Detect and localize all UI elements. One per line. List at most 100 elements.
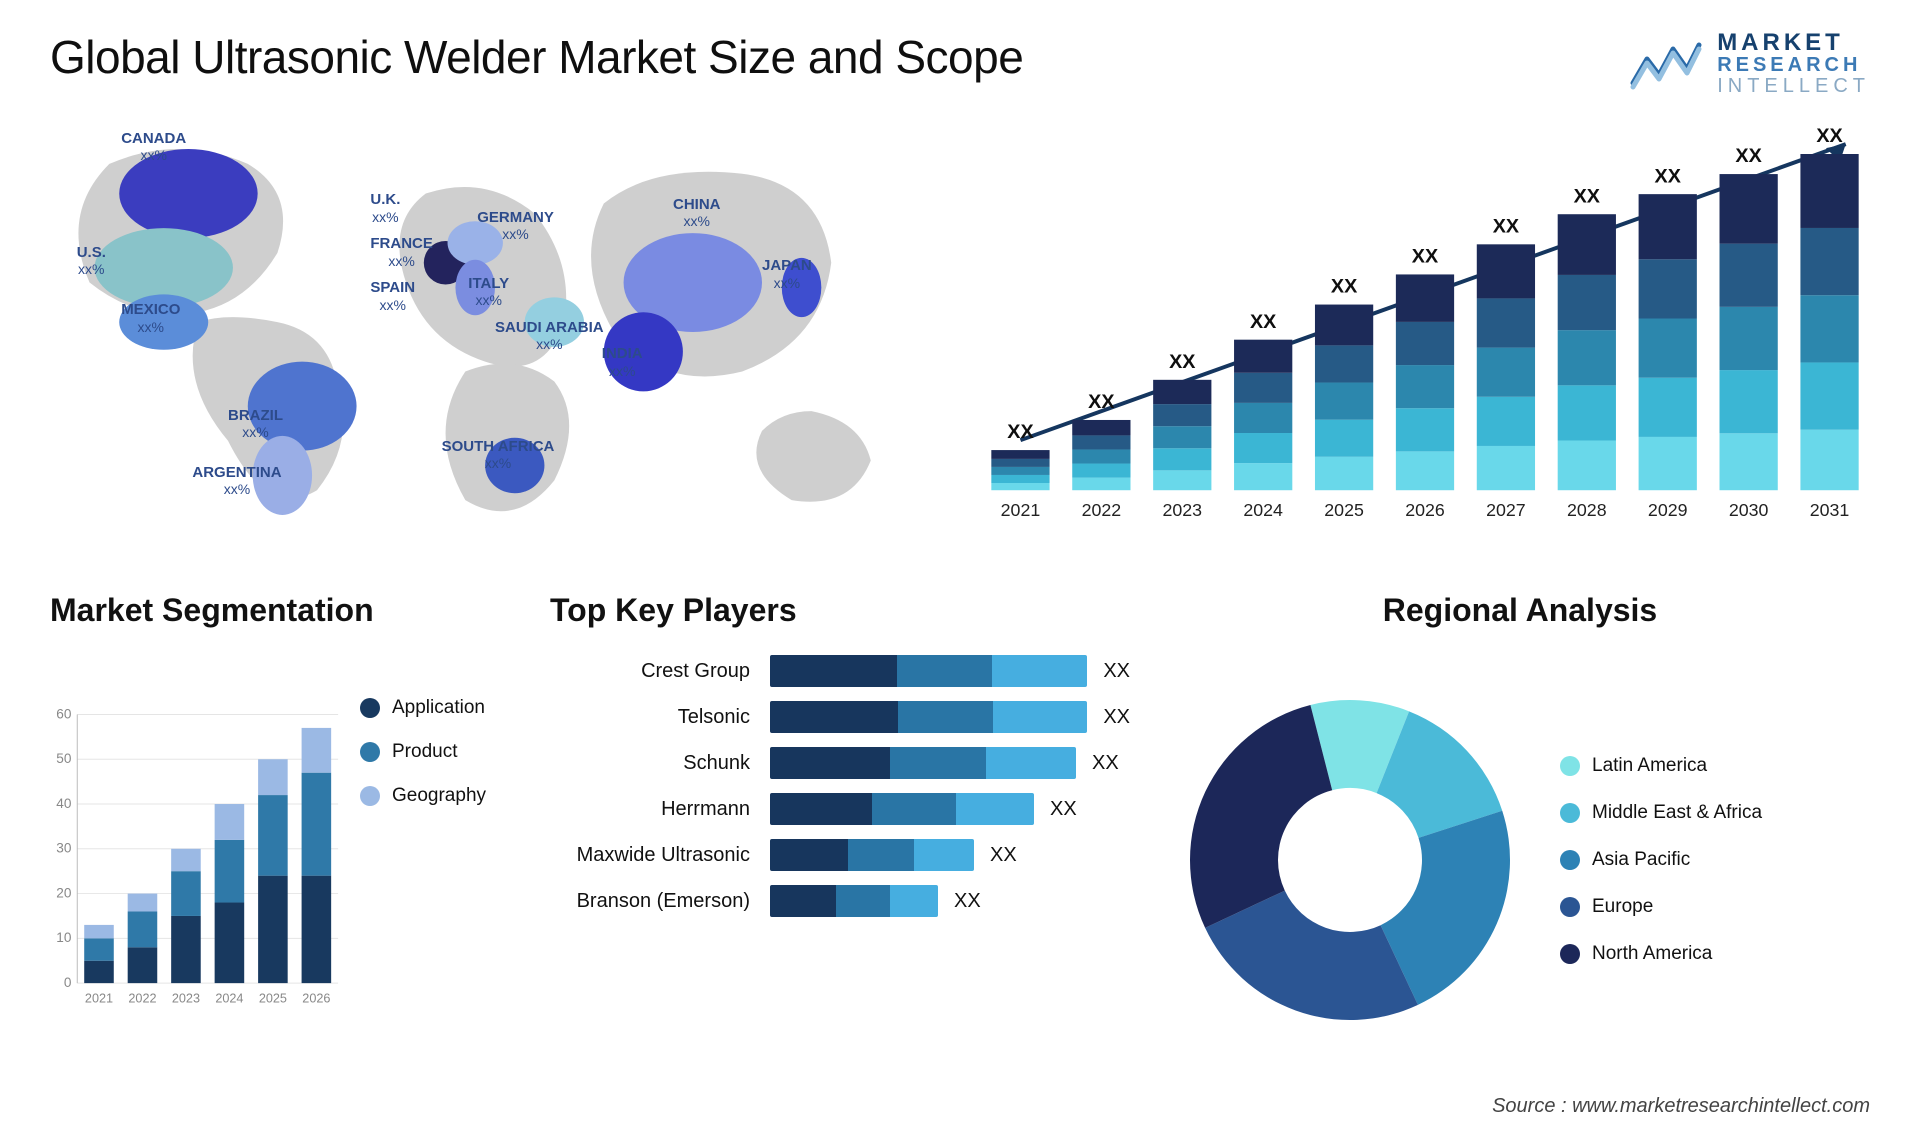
- seg-legend-geography: Geography: [360, 785, 510, 807]
- legend-label: North America: [1592, 943, 1712, 965]
- player-row-crestgroup: Crest GroupXX: [550, 655, 1130, 687]
- map-label-argentina: ARGENTINAxx%: [192, 464, 281, 497]
- player-value: XX: [1103, 706, 1130, 729]
- seg-xlabel-2026: 2026: [302, 992, 330, 1006]
- svg-text:40: 40: [56, 796, 72, 811]
- segmentation-legend: ApplicationProductGeography: [360, 647, 510, 1072]
- player-name: Schunk: [550, 752, 750, 775]
- growth-bar-xlabel-2021: 2021: [1001, 500, 1041, 520]
- segmentation-chart: 0102030405060202120222023202420252026: [50, 647, 342, 1072]
- seg-xlabel-2025: 2025: [259, 992, 287, 1006]
- player-name: Maxwide Ultrasonic: [550, 844, 750, 867]
- player-bar-seg: [986, 747, 1076, 779]
- seg-bar-2024-product: [215, 840, 245, 903]
- growth-bar-value-2030: XX: [1735, 145, 1762, 167]
- legend-dot-icon: [1560, 897, 1580, 917]
- seg-bar-2026-product: [302, 773, 332, 876]
- regional-legend: Latin America Middle East & Africa Asia Pa…: [1560, 755, 1762, 965]
- growth-bar-chart: XX2021XX2022XX2023XX2024XX2025XX2026XX20…: [980, 112, 1870, 552]
- players-title: Top Key Players: [550, 592, 1130, 629]
- seg-bar-2022-application: [128, 947, 158, 983]
- regional-legend-latinamerica: Latin America: [1560, 755, 1762, 777]
- seg-bar-2025-product: [258, 795, 288, 876]
- growth-bar-value-2025: XX: [1331, 276, 1358, 298]
- growth-bar-xlabel-2031: 2031: [1810, 500, 1850, 520]
- seg-bar-2023-product: [171, 871, 201, 916]
- world-map-panel: CANADAxx%U.S.xx%MEXICOxx%BRAZILxx%ARGENT…: [50, 112, 940, 552]
- seg-bar-2022-product: [128, 912, 158, 948]
- seg-bar-2026-geography: [302, 728, 332, 773]
- player-name: Herrmann: [550, 798, 750, 821]
- growth-bar-value-2027: XX: [1493, 216, 1520, 238]
- seg-bar-2025-application: [258, 876, 288, 983]
- seg-bar-2021-geography: [84, 925, 114, 938]
- player-bar: [770, 701, 1087, 733]
- map-label-uk: U.K.xx%: [370, 191, 400, 224]
- growth-bar-value-2029: XX: [1655, 165, 1682, 187]
- map-label-france: FRANCExx%: [370, 235, 433, 268]
- seg-xlabel-2024: 2024: [215, 992, 243, 1006]
- player-row-schunk: SchunkXX: [550, 747, 1130, 779]
- player-bar-seg: [898, 701, 993, 733]
- svg-text:0: 0: [64, 975, 72, 990]
- legend-dot-icon: [1560, 803, 1580, 823]
- player-bar-seg: [872, 793, 956, 825]
- brand-line-1: MARKET: [1717, 30, 1870, 55]
- legend-dot-icon: [1560, 756, 1580, 776]
- seg-bar-2023-geography: [171, 849, 201, 871]
- legend-label: Geography: [392, 785, 486, 807]
- map-label-china: CHINAxx%: [673, 196, 721, 229]
- legend-dot-icon: [360, 786, 380, 806]
- growth-bar-2031: [1800, 154, 1858, 490]
- regional-legend-middleeastafrica: Middle East & Africa: [1560, 802, 1762, 824]
- growth-bar-xlabel-2026: 2026: [1405, 500, 1445, 520]
- player-bar-seg: [836, 885, 890, 917]
- map-label-spain: SPAINxx%: [370, 279, 415, 312]
- map-label-india: INDIAxx%: [602, 345, 643, 378]
- growth-bar-2025: [1315, 305, 1373, 491]
- player-bar-seg: [770, 701, 898, 733]
- seg-bar-2022-geography: [128, 894, 158, 912]
- player-bar-seg: [770, 747, 890, 779]
- growth-bar-2023: [1153, 380, 1211, 490]
- player-row-maxwideultrasonic: Maxwide UltrasonicXX: [550, 839, 1130, 871]
- growth-bar-xlabel-2023: 2023: [1162, 500, 1202, 520]
- player-bar: [770, 747, 1076, 779]
- growth-bar-2029: [1639, 194, 1697, 490]
- seg-bar-2023-application: [171, 916, 201, 983]
- growth-bar-2026: [1396, 275, 1454, 491]
- player-bar-seg: [848, 839, 914, 871]
- legend-label: Asia Pacific: [1592, 849, 1690, 871]
- svg-text:20: 20: [56, 886, 72, 901]
- donut-slice-northamerica: [1190, 705, 1332, 928]
- seg-bar-2024-application: [215, 903, 245, 984]
- legend-dot-icon: [1560, 850, 1580, 870]
- seg-legend-product: Product: [360, 741, 510, 763]
- seg-xlabel-2021: 2021: [85, 992, 113, 1006]
- brand-line-3: INTELLECT: [1717, 76, 1870, 97]
- player-row-bransonemerson: Branson (Emerson)XX: [550, 885, 1130, 917]
- player-bar-seg: [914, 839, 974, 871]
- growth-bar-2021: [991, 450, 1049, 490]
- map-label-mexico: MEXICOxx%: [121, 301, 180, 334]
- player-row-telsonic: Telsonic XX: [550, 701, 1130, 733]
- source-footer: Source : www.marketresearchintellect.com: [1492, 1095, 1870, 1118]
- map-label-canada: CANADAxx%: [121, 130, 186, 163]
- legend-label: Product: [392, 741, 457, 763]
- player-bar: [770, 655, 1087, 687]
- map-label-germany: GERMANYxx%: [477, 209, 554, 242]
- seg-bar-2025-geography: [258, 759, 288, 795]
- growth-bar-xlabel-2022: 2022: [1082, 500, 1122, 520]
- seg-xlabel-2023: 2023: [172, 992, 200, 1006]
- seg-bar-2021-application: [84, 961, 114, 983]
- legend-label: Latin America: [1592, 755, 1707, 777]
- brand-icon: [1629, 37, 1703, 91]
- growth-bar-xlabel-2029: 2029: [1648, 500, 1688, 520]
- player-bar: [770, 793, 1034, 825]
- player-name: Telsonic: [550, 706, 750, 729]
- growth-bar-value-2026: XX: [1412, 246, 1439, 268]
- svg-text:50: 50: [56, 751, 72, 766]
- legend-dot-icon: [360, 742, 380, 762]
- growth-bar-value-2031: XX: [1816, 125, 1843, 147]
- seg-bar-2021-product: [84, 939, 114, 961]
